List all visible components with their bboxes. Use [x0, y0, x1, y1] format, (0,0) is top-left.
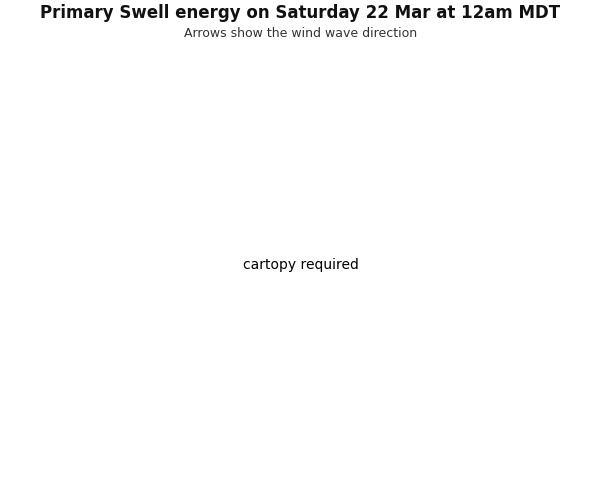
Text: Arrows show the wind wave direction: Arrows show the wind wave direction: [184, 27, 417, 40]
Text: Primary Swell energy on Saturday 22 Mar at 12am MDT: Primary Swell energy on Saturday 22 Mar …: [40, 4, 561, 22]
Text: cartopy required: cartopy required: [243, 259, 358, 272]
